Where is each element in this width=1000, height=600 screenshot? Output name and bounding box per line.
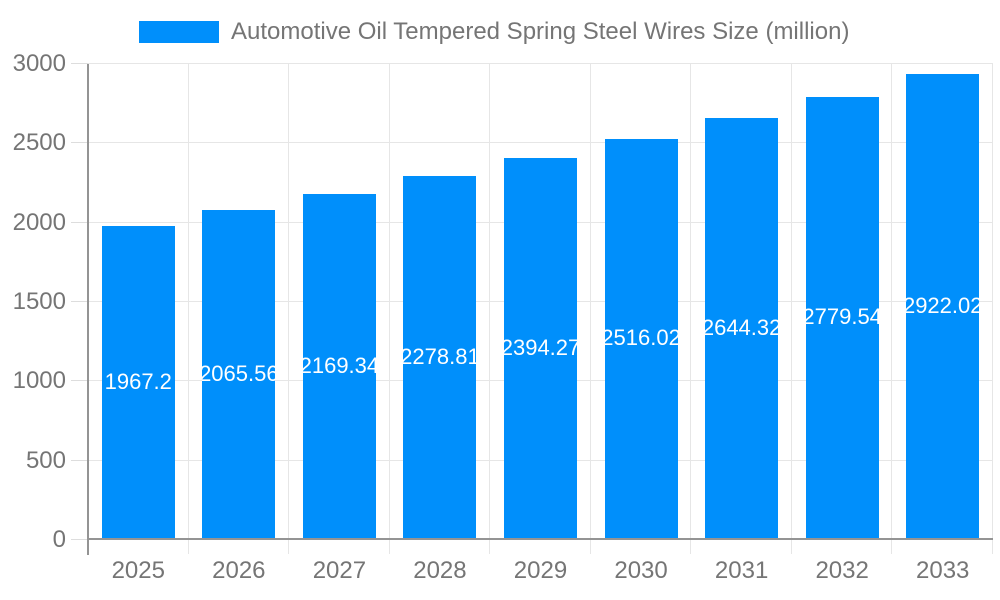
y-gridline [88, 63, 993, 64]
x-gridline [992, 64, 993, 554]
y-axis-tick-label: 0 [52, 526, 66, 553]
y-axis-line [87, 64, 89, 555]
bar[interactable]: 2169.34 [302, 193, 376, 538]
y-tick-mark [71, 380, 88, 382]
y-tick-mark [71, 539, 88, 540]
bar[interactable]: 2922.02 [906, 74, 980, 538]
bar[interactable]: 2394.27 [504, 158, 577, 538]
bar-value-label: 2169.34 [302, 352, 376, 378]
x-gridline [790, 64, 792, 554]
y-tick-mark [71, 301, 88, 302]
bar-value-label: 2065.56 [202, 361, 276, 387]
y-gridline [88, 142, 993, 144]
bar[interactable]: 2644.32 [705, 118, 779, 538]
x-gridline [388, 64, 390, 554]
x-gridline [489, 64, 491, 554]
x-axis-line [88, 538, 993, 540]
y-tick-mark [71, 459, 88, 461]
legend-swatch[interactable] [139, 21, 219, 43]
y-axis-tick-label: 500 [25, 446, 66, 474]
x-axis-tick-label: 2032 [815, 557, 869, 584]
x-axis-tick-label: 2028 [413, 557, 467, 584]
x-axis-tick-label: 2027 [312, 557, 367, 584]
bar-value-label: 2278.81 [403, 344, 477, 370]
bar-value-label: 2922.02 [906, 293, 980, 319]
bar[interactable]: 2278.81 [403, 176, 477, 538]
y-axis-tick-label: 3000 [12, 50, 66, 77]
x-gridline [690, 64, 692, 554]
bar-value-label: 2644.32 [705, 315, 779, 341]
x-axis-tick-label: 2030 [614, 557, 668, 584]
bar[interactable]: 1967.2 [101, 225, 175, 538]
plot-area: 0 500 1000 1500 2000 2500 3000 1967.2 2025 2065.5… [13, 50, 993, 584]
x-gridline [891, 64, 893, 554]
y-tick-mark [71, 142, 88, 144]
bar[interactable]: 2065.56 [202, 210, 276, 538]
bar-value-label: 2779.54 [805, 304, 879, 330]
y-axis-tick-label: 1000 [12, 367, 66, 395]
x-axis-tick-label: 2026 [212, 557, 266, 584]
y-tick-mark [71, 63, 88, 64]
y-axis-tick-label: 1500 [12, 288, 66, 315]
y-tick-mark [71, 221, 88, 223]
bar-value-label: 1967.2 [104, 368, 172, 394]
bar-value-label: 2394.27 [504, 335, 577, 361]
bar-value-label: 2516.02 [604, 325, 678, 351]
x-gridline [187, 64, 189, 554]
bar[interactable]: 2779.54 [805, 96, 879, 538]
y-axis-tick-label: 2500 [12, 129, 66, 157]
x-axis-tick-label: 2031 [714, 557, 769, 584]
x-axis-tick-label: 2025 [111, 557, 165, 584]
x-gridline [288, 64, 290, 554]
y-axis-tick-label: 2000 [12, 208, 66, 236]
legend[interactable]: Automotive Oil Tempered Spring Steel Wir… [139, 18, 850, 45]
x-axis-tick-label: 2029 [513, 557, 568, 584]
bar[interactable]: 2516.02 [604, 138, 678, 538]
x-gridline [589, 64, 591, 554]
x-axis-tick-label: 2033 [916, 557, 970, 584]
legend-label: Automotive Oil Tempered Spring Steel Wir… [231, 18, 850, 45]
